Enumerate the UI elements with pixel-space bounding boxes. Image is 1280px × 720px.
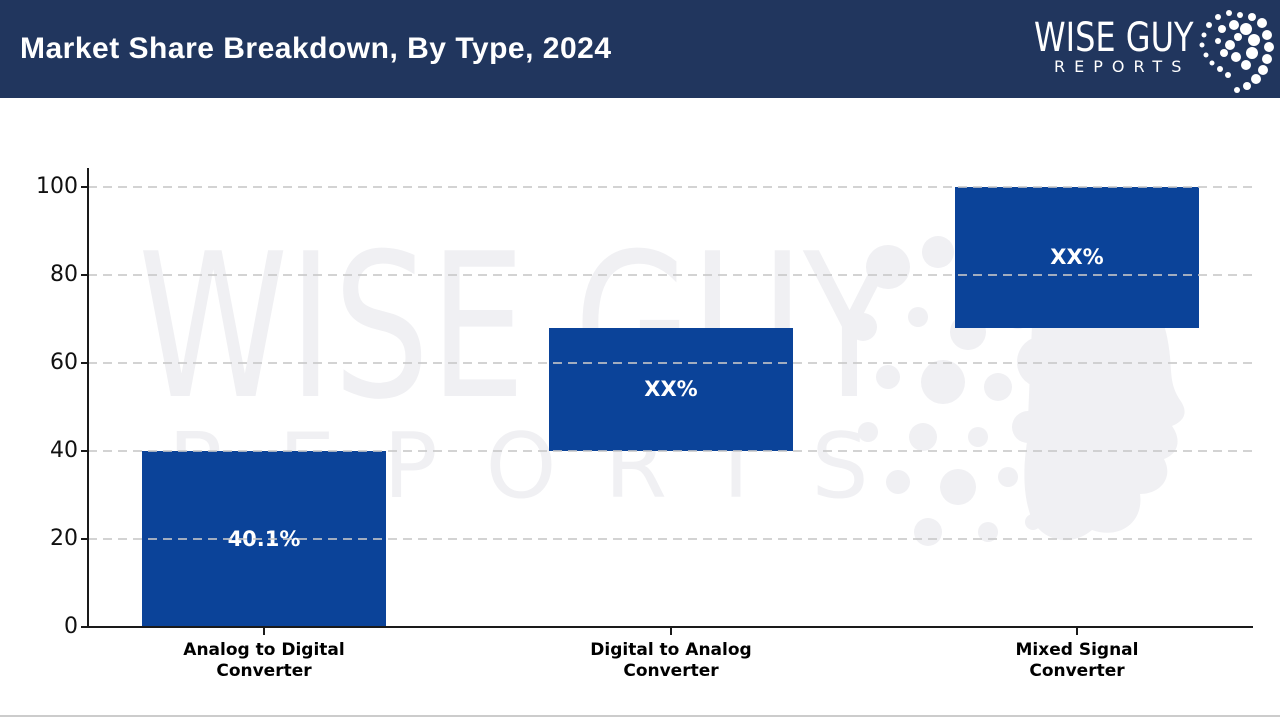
footer-divider <box>0 715 1280 717</box>
wiseguy-logo: WISE GUY REPORTS <box>1022 4 1274 94</box>
logo-wordmark: WISE GUY <box>1034 15 1194 61</box>
bar-segment: XX% <box>955 187 1199 328</box>
bar-value-label: XX% <box>644 377 698 402</box>
bar-value-label: XX% <box>1050 245 1104 270</box>
page-title: Market Share Breakdown, By Type, 2024 <box>20 32 612 65</box>
logo-head-icon <box>1199 10 1274 93</box>
bar-value-label: 40.1% <box>227 526 301 551</box>
logo-subtitle: REPORTS <box>1054 57 1191 76</box>
bar-segment: XX% <box>549 327 793 451</box>
header-bar: Market Share Breakdown, By Type, 2024 WI… <box>0 0 1280 98</box>
bar-segment: 40.1% <box>142 450 386 627</box>
